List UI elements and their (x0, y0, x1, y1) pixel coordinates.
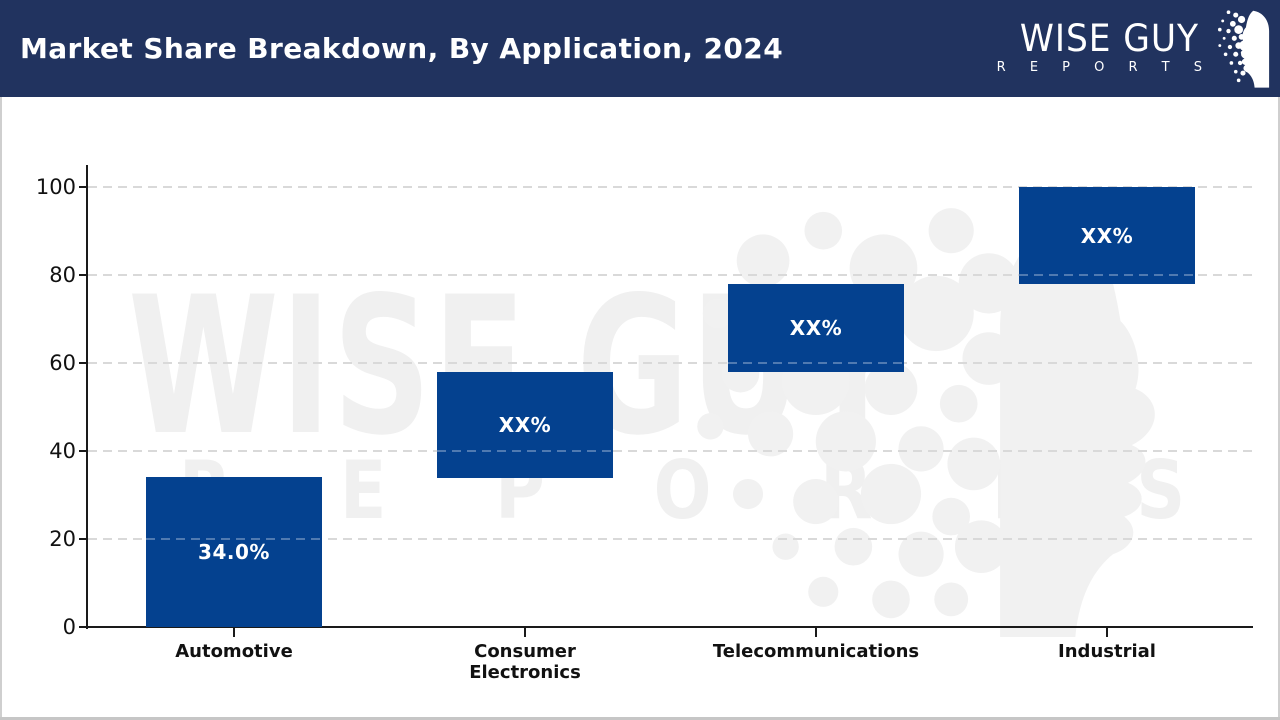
bar-automotive: 34.0% (146, 477, 322, 627)
y-tick-mark (79, 186, 87, 188)
y-tick-label: 100 (35, 175, 76, 199)
bar-value-label: XX% (498, 413, 552, 437)
gridline-over-bar (146, 538, 322, 540)
bar-value-label: 34.0% (198, 540, 270, 564)
gridline (88, 538, 1253, 540)
page-title: Market Share Breakdown, By Application, … (20, 32, 784, 65)
x-tick-mark (233, 628, 235, 637)
gridline (88, 186, 1253, 188)
y-axis-line (86, 165, 88, 629)
page-border-right (1278, 97, 1280, 720)
x-axis-label: Automotive (175, 641, 293, 662)
x-axis-label: Telecommunications (712, 641, 920, 662)
wise-guy-logo: WISE GUY R E P O R T S (991, 6, 1272, 88)
gridline (88, 362, 1253, 364)
gridline-over-bar (437, 450, 613, 452)
x-tick-mark (524, 628, 526, 637)
y-tick-label: 40 (49, 439, 76, 463)
bar-consumer: XX% (437, 372, 613, 478)
gridline-over-bar (728, 362, 904, 364)
y-tick-label: 0 (62, 615, 76, 639)
gridline (88, 450, 1253, 452)
gridline (88, 274, 1253, 276)
y-tick-mark (79, 626, 87, 628)
y-tick-mark (79, 362, 87, 364)
y-tick-mark (79, 274, 87, 276)
x-tick-mark (1106, 628, 1108, 637)
page-border-bottom (0, 717, 1280, 720)
x-axis-line (86, 626, 1253, 628)
y-tick-label: 80 (49, 263, 76, 287)
y-tick-mark (79, 450, 87, 452)
x-axis-label: Industrial (1058, 641, 1156, 662)
y-tick-mark (79, 538, 87, 540)
header-bar: Market Share Breakdown, By Application, … (0, 0, 1280, 97)
logo-text: WISE GUY R E P O R T S (991, 17, 1212, 76)
wise-guy-head-icon (1217, 10, 1270, 88)
gridline-over-bar (1019, 274, 1195, 276)
y-tick-label: 20 (49, 527, 76, 551)
page-border-left (0, 97, 2, 720)
x-tick-mark (815, 628, 817, 637)
bar-value-label: XX% (789, 316, 843, 340)
bar-telecommunications: XX% (728, 284, 904, 372)
x-axis-label: Consumer Electronics (469, 641, 581, 683)
logo-wordmark: WISE GUY (1019, 17, 1199, 60)
bar-industrial: XX% (1019, 187, 1195, 284)
logo-subtext: R E P O R T S (996, 60, 1212, 75)
bar-value-label: XX% (1080, 223, 1134, 248)
y-tick-label: 60 (49, 351, 76, 375)
